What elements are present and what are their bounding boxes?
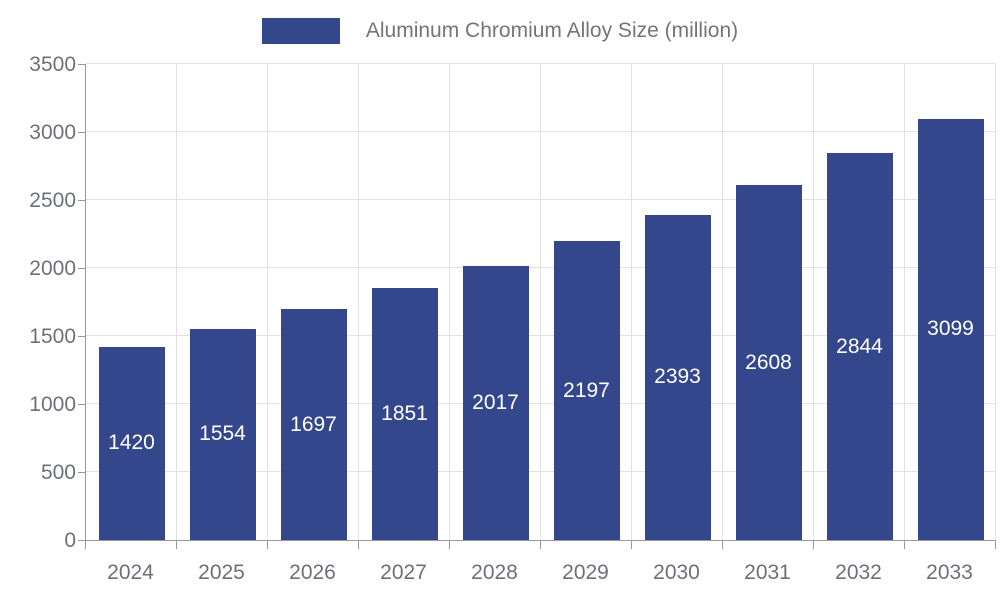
x-axis-tick bbox=[631, 541, 632, 549]
bar-value-label: 2844 bbox=[836, 334, 883, 358]
y-gridline bbox=[86, 199, 996, 200]
bar-2033[interactable]: 3099 bbox=[917, 118, 984, 540]
x-gridline bbox=[176, 64, 177, 540]
x-axis-label: 2024 bbox=[107, 561, 154, 584]
y-axis-tick bbox=[78, 472, 85, 473]
bar-value-label: 2197 bbox=[563, 378, 610, 402]
x-axis-tick bbox=[358, 541, 359, 549]
x-gridline bbox=[813, 64, 814, 540]
y-axis-label: 3000 bbox=[29, 121, 76, 144]
bar-value-label: 2017 bbox=[472, 390, 519, 414]
y-axis-label: 2500 bbox=[29, 189, 76, 212]
x-gridline bbox=[904, 64, 905, 540]
x-axis-tick bbox=[540, 541, 541, 549]
y-gridline bbox=[86, 63, 996, 64]
y-axis-tick bbox=[78, 404, 85, 405]
x-axis-tick bbox=[85, 541, 86, 549]
y-axis-tick bbox=[78, 540, 85, 541]
y-axis-label: 500 bbox=[40, 461, 76, 484]
bar-2032[interactable]: 2844 bbox=[826, 153, 893, 540]
bar-2027[interactable]: 1851 bbox=[371, 288, 438, 540]
y-axis-label: 0 bbox=[64, 529, 76, 552]
x-axis-tick bbox=[176, 541, 177, 549]
y-axis-label: 3500 bbox=[29, 53, 76, 76]
x-axis-label: 2033 bbox=[926, 561, 973, 584]
bar-2029[interactable]: 2197 bbox=[553, 241, 620, 540]
x-axis-tick bbox=[449, 541, 450, 549]
bar-2028[interactable]: 2017 bbox=[462, 265, 529, 540]
y-axis-label: 1000 bbox=[29, 393, 76, 416]
y-gridline bbox=[86, 335, 996, 336]
bar-value-label: 2608 bbox=[745, 350, 792, 374]
bar-value-label: 1697 bbox=[290, 412, 337, 436]
bar-2031[interactable]: 2608 bbox=[735, 185, 802, 540]
y-axis-label: 1500 bbox=[29, 325, 76, 348]
y-gridline bbox=[86, 131, 996, 132]
y-axis-tick bbox=[78, 336, 85, 337]
bar-2030[interactable]: 2393 bbox=[644, 214, 711, 540]
x-gridline bbox=[358, 64, 359, 540]
x-axis-label: 2028 bbox=[471, 561, 518, 584]
y-axis-tick bbox=[78, 64, 85, 65]
bar-2026[interactable]: 1697 bbox=[280, 309, 347, 540]
y-axis-tick bbox=[78, 132, 85, 133]
legend[interactable]: Aluminum Chromium Alloy Size (million) bbox=[0, 18, 1000, 44]
y-gridline bbox=[86, 267, 996, 268]
x-axis-label: 2029 bbox=[562, 561, 609, 584]
x-gridline bbox=[631, 64, 632, 540]
x-gridline bbox=[995, 64, 996, 540]
x-axis-tick bbox=[904, 541, 905, 549]
bar-value-label: 1420 bbox=[108, 431, 155, 455]
x-gridline bbox=[540, 64, 541, 540]
x-gridline bbox=[449, 64, 450, 540]
bar-2024[interactable]: 1420 bbox=[98, 346, 165, 540]
bar-value-label: 2393 bbox=[654, 365, 701, 389]
bar-2025[interactable]: 1554 bbox=[189, 328, 256, 540]
bar-value-label: 1554 bbox=[199, 422, 246, 446]
x-axis-label: 2031 bbox=[744, 561, 791, 584]
legend-label: Aluminum Chromium Alloy Size (million) bbox=[365, 19, 739, 42]
x-axis-label: 2026 bbox=[289, 561, 336, 584]
bar-value-label: 1851 bbox=[381, 402, 428, 426]
y-gridline bbox=[86, 471, 996, 472]
x-axis-label: 2025 bbox=[198, 561, 245, 584]
legend-swatch bbox=[261, 18, 340, 44]
bar-value-label: 3099 bbox=[927, 317, 974, 341]
x-gridline bbox=[722, 64, 723, 540]
x-axis-label: 2032 bbox=[835, 561, 882, 584]
plot-area: 1420 1554 1697 1851 2017 2197 2393 2608 2844 3099 bbox=[85, 63, 996, 541]
x-axis-tick bbox=[722, 541, 723, 549]
x-gridline bbox=[267, 64, 268, 540]
y-gridline bbox=[86, 403, 996, 404]
y-axis-tick bbox=[78, 268, 85, 269]
y-axis-tick bbox=[78, 200, 85, 201]
x-axis-tick bbox=[267, 541, 268, 549]
y-axis-label: 2000 bbox=[29, 257, 76, 280]
x-axis-tick bbox=[813, 541, 814, 549]
x-axis-label: 2027 bbox=[380, 561, 427, 584]
x-axis-label: 2030 bbox=[653, 561, 700, 584]
x-axis-tick bbox=[995, 541, 996, 549]
